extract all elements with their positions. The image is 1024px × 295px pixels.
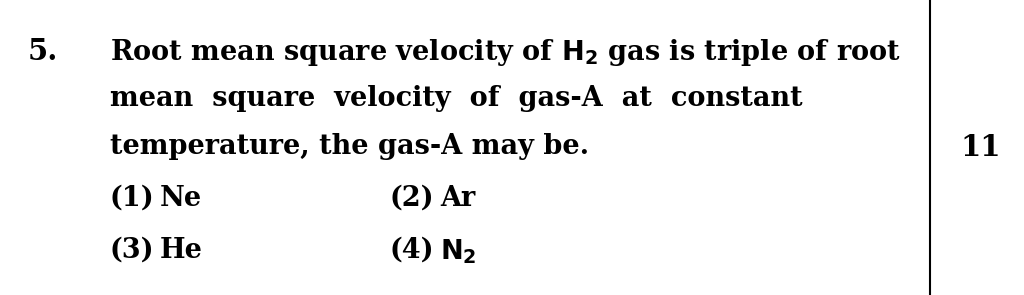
Text: He: He [160, 237, 203, 264]
Text: 11: 11 [961, 132, 1000, 161]
Text: Root mean square velocity of $\mathbf{H_2}$ gas is triple of root: Root mean square velocity of $\mathbf{H_… [110, 37, 901, 68]
Text: mean  square  velocity  of  gas-A  at  constant: mean square velocity of gas-A at constan… [110, 85, 803, 112]
Text: (4): (4) [390, 237, 434, 264]
Text: (3): (3) [110, 237, 155, 264]
Text: temperature, the gas-A may be.: temperature, the gas-A may be. [110, 133, 589, 160]
Text: (2): (2) [390, 185, 434, 212]
Text: $\mathbf{N_2}$: $\mathbf{N_2}$ [440, 237, 476, 266]
Text: (1): (1) [110, 185, 155, 212]
Text: Ne: Ne [160, 185, 202, 212]
Text: Ar: Ar [440, 185, 475, 212]
Text: 5.: 5. [28, 37, 58, 66]
